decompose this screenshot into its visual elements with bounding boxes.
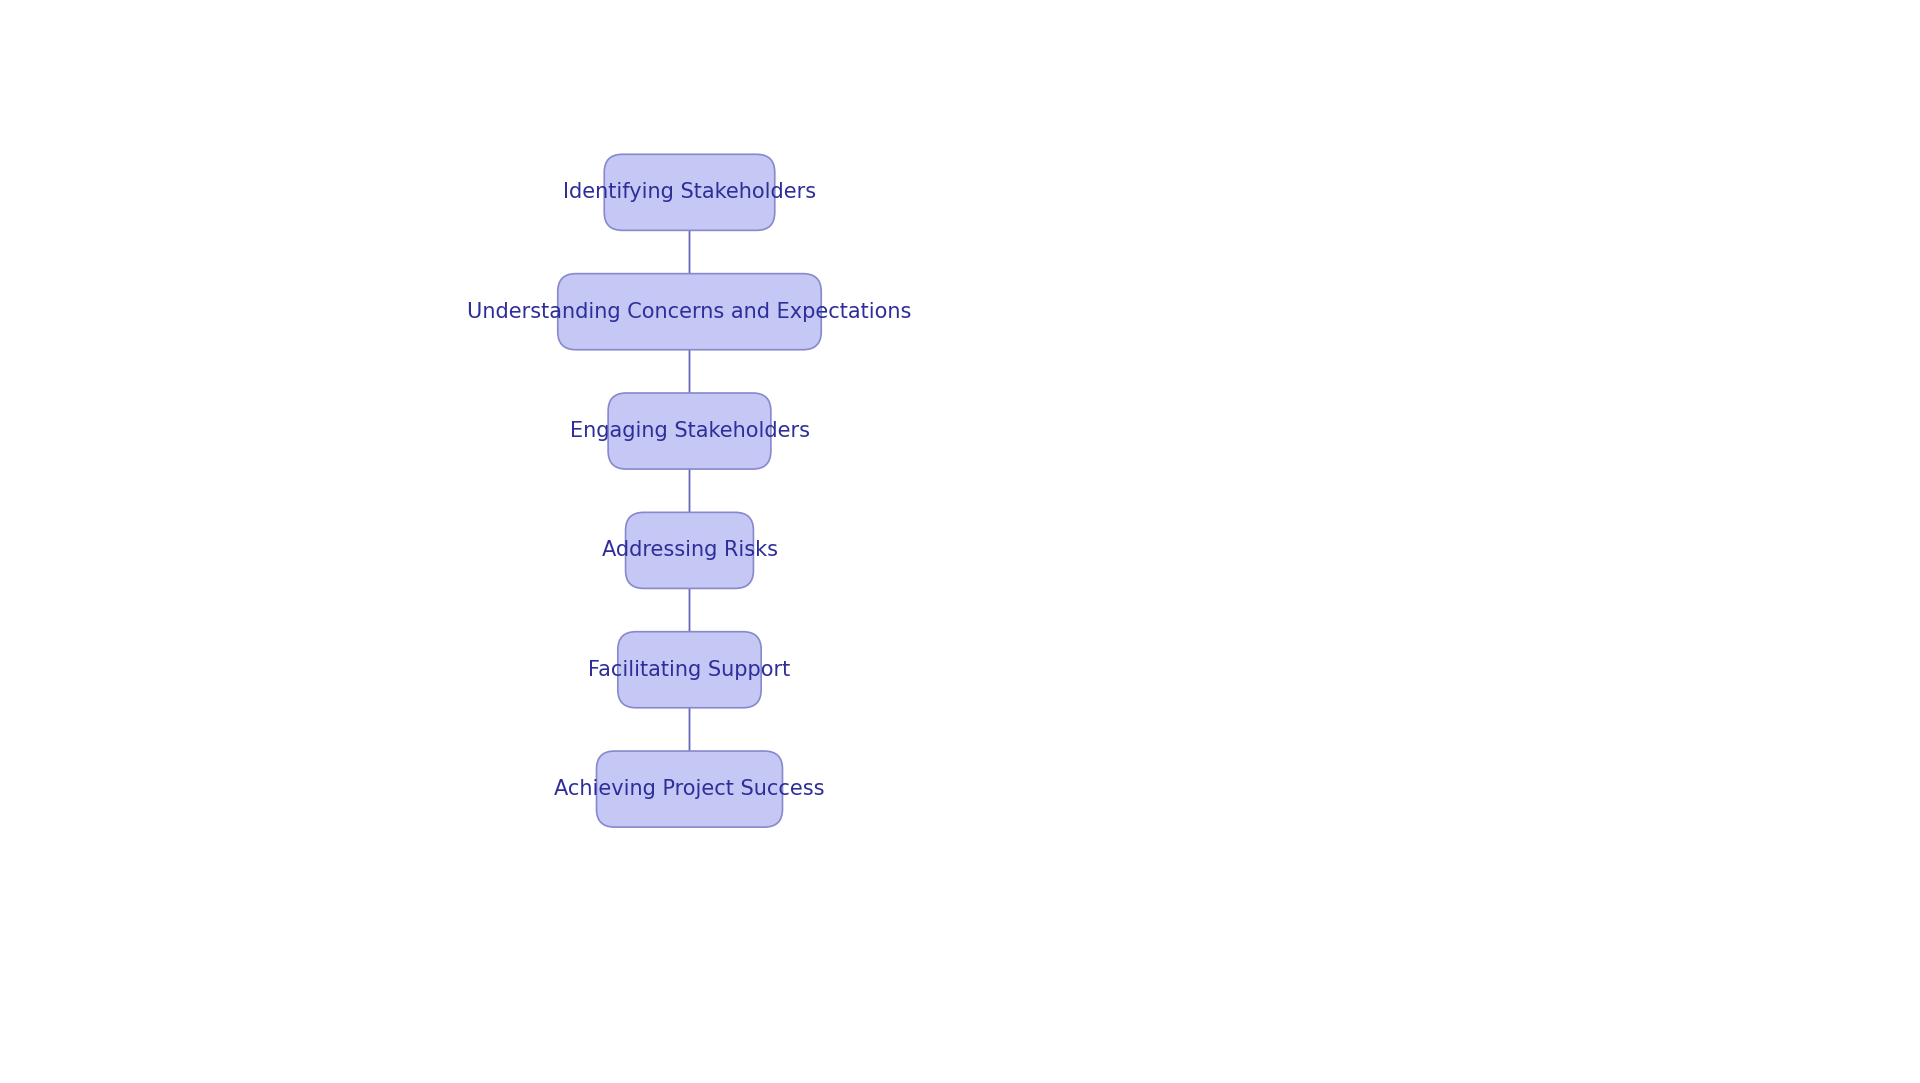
FancyBboxPatch shape bbox=[597, 751, 783, 827]
Text: Identifying Stakeholders: Identifying Stakeholders bbox=[563, 182, 816, 203]
FancyBboxPatch shape bbox=[618, 631, 760, 708]
Text: Understanding Concerns and Expectations: Understanding Concerns and Expectations bbox=[467, 302, 912, 322]
FancyBboxPatch shape bbox=[605, 154, 776, 231]
Text: Achieving Project Success: Achieving Project Success bbox=[555, 779, 826, 799]
FancyBboxPatch shape bbox=[626, 512, 753, 588]
Text: Facilitating Support: Facilitating Support bbox=[588, 660, 791, 680]
FancyBboxPatch shape bbox=[557, 274, 822, 350]
FancyBboxPatch shape bbox=[609, 393, 770, 469]
Text: Addressing Risks: Addressing Risks bbox=[601, 540, 778, 560]
Text: Engaging Stakeholders: Engaging Stakeholders bbox=[570, 421, 810, 441]
